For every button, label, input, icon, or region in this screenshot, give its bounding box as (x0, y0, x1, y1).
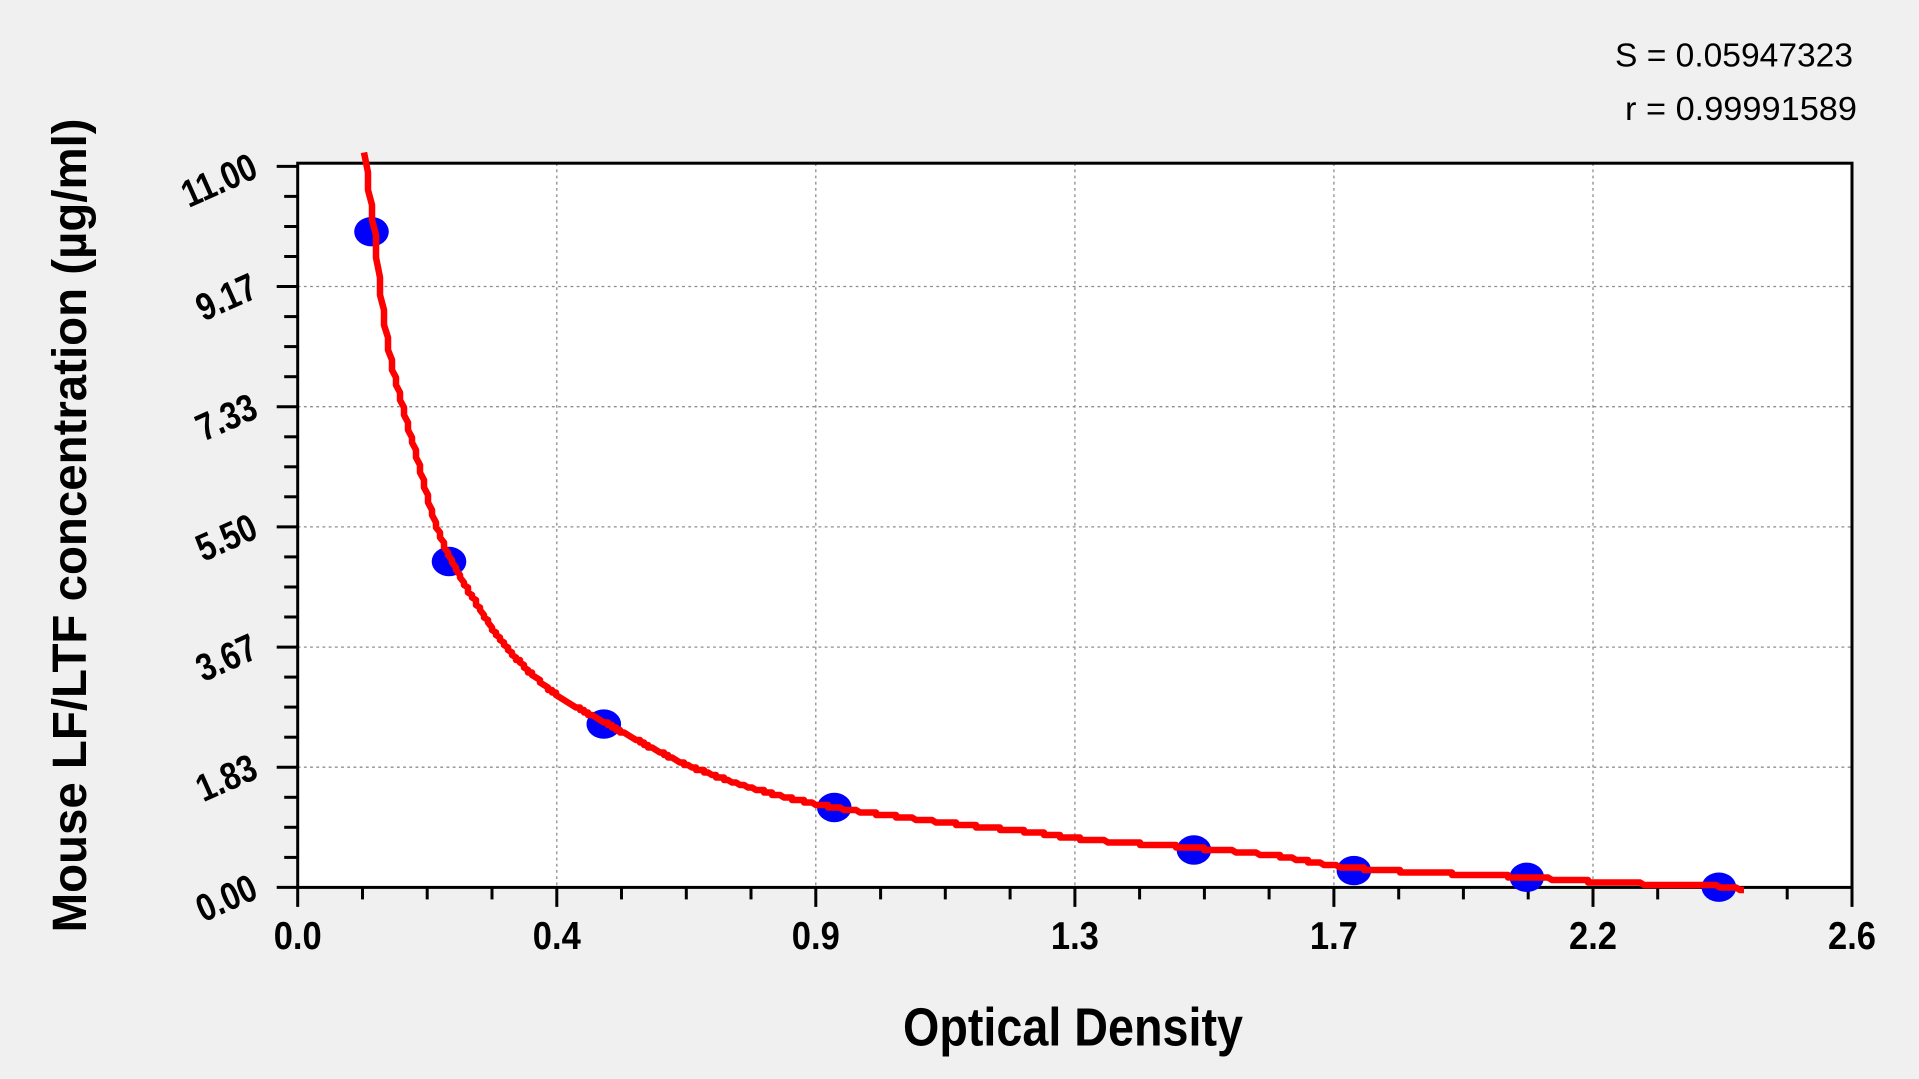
svg-text:1.3: 1.3 (1051, 915, 1099, 958)
svg-text:r = 0.99991589: r = 0.99991589 (1625, 90, 1857, 127)
svg-text:S = 0.05947323: S = 0.05947323 (1615, 37, 1853, 74)
svg-text:2.2: 2.2 (1569, 915, 1617, 958)
svg-text:Optical Density: Optical Density (903, 998, 1243, 1058)
svg-text:2.6: 2.6 (1828, 915, 1876, 958)
svg-text:0.0: 0.0 (274, 915, 322, 958)
svg-text:0.9: 0.9 (792, 915, 840, 958)
svg-text:1.7: 1.7 (1310, 915, 1358, 958)
svg-text:0.4: 0.4 (533, 915, 582, 958)
svg-text:Mouse LF/LTF concentration (µg: Mouse LF/LTF concentration (µg/ml) (44, 118, 97, 932)
